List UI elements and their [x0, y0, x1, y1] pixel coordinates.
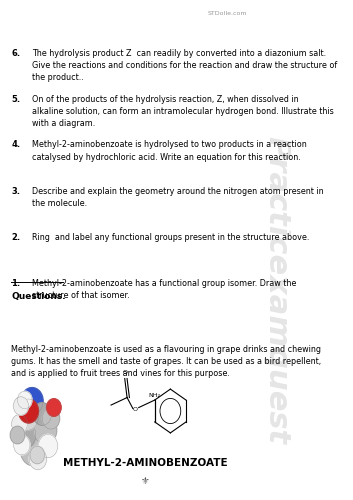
- Text: ⚜: ⚜: [141, 476, 150, 486]
- Ellipse shape: [13, 397, 29, 415]
- Text: Questions.: Questions.: [11, 292, 66, 302]
- Text: METHYL-2-AMINOBENZOATE: METHYL-2-AMINOBENZOATE: [63, 458, 228, 468]
- Text: O: O: [133, 407, 138, 412]
- Text: 4.: 4.: [11, 140, 20, 149]
- Ellipse shape: [17, 405, 38, 430]
- Ellipse shape: [33, 402, 52, 425]
- Ellipse shape: [42, 408, 60, 429]
- Ellipse shape: [14, 422, 36, 448]
- Text: Methyl-2-aminobenzoate has a functional group isomer. Draw the
structure of that: Methyl-2-aminobenzoate has a functional …: [32, 278, 297, 299]
- Ellipse shape: [34, 416, 57, 444]
- Ellipse shape: [19, 399, 38, 423]
- Text: O: O: [122, 370, 127, 374]
- Text: 2.: 2.: [11, 232, 20, 241]
- Text: 6.: 6.: [11, 48, 20, 58]
- Ellipse shape: [20, 434, 47, 466]
- Text: 5.: 5.: [11, 94, 20, 104]
- Ellipse shape: [38, 434, 58, 458]
- Text: Methyl-2-aminobenzoate is hydrolysed to two products in a reaction
catalysed by : Methyl-2-aminobenzoate is hydrolysed to …: [32, 140, 307, 162]
- Text: Describe and explain the geometry around the nitrogen atom present in
the molecu: Describe and explain the geometry around…: [32, 186, 324, 208]
- Ellipse shape: [18, 391, 32, 409]
- Text: 1.: 1.: [11, 278, 20, 287]
- Text: 3.: 3.: [11, 186, 20, 196]
- Text: The hydrolysis product Z  can readily by converted into a diazonium salt.
Give t: The hydrolysis product Z can readily by …: [32, 48, 337, 82]
- Text: Practicexamquest: Practicexamquest: [262, 136, 291, 444]
- Ellipse shape: [14, 435, 30, 455]
- Ellipse shape: [29, 448, 47, 469]
- Text: NH₂: NH₂: [149, 393, 161, 398]
- Text: Methyl-2-aminobenzoate is used as a flavouring in grape drinks and chewing
gums.: Methyl-2-aminobenzoate is used as a flav…: [11, 345, 321, 378]
- Ellipse shape: [21, 388, 43, 414]
- Ellipse shape: [30, 446, 44, 464]
- Text: Ring  and label any functional groups present in the structure above.: Ring and label any functional groups pre…: [32, 232, 310, 241]
- Text: STDoIle.com: STDoIle.com: [208, 11, 247, 16]
- Ellipse shape: [47, 398, 61, 416]
- Ellipse shape: [10, 426, 25, 444]
- Ellipse shape: [12, 414, 28, 434]
- Text: On of the products of the hydrolysis reaction, Z, when dissolved in
alkaline sol: On of the products of the hydrolysis rea…: [32, 94, 334, 128]
